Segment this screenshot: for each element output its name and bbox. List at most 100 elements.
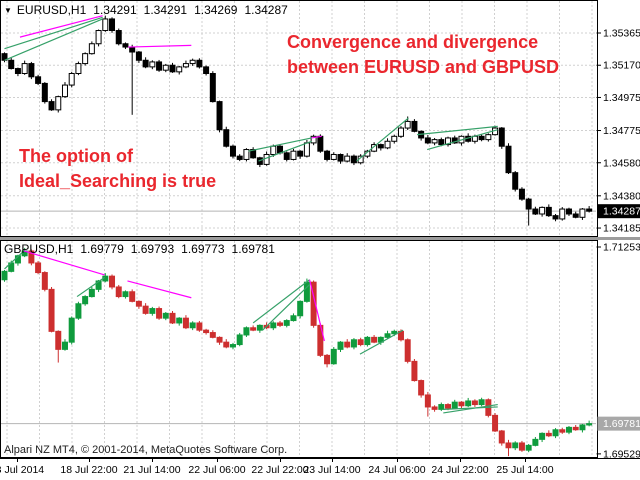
candle-body <box>350 155 357 164</box>
time-axis-tick <box>460 459 461 462</box>
candle-body <box>518 188 525 200</box>
time-axis-tick <box>152 459 153 462</box>
candle-body <box>169 312 176 324</box>
candle-body <box>270 145 277 155</box>
candle-body <box>182 317 189 329</box>
trendline-magenta[interactable] <box>19 15 103 38</box>
candle-body <box>162 64 169 71</box>
price-axis-label: 1.69529 <box>603 448 640 458</box>
candle-body <box>41 272 48 290</box>
candle-body <box>337 153 344 162</box>
trendline-green[interactable] <box>4 18 103 61</box>
convergence-annotation[interactable]: Convergence and divergence between EURUS… <box>287 30 559 80</box>
candle-body <box>424 394 431 408</box>
candle-body <box>142 305 149 314</box>
candle-body <box>518 442 525 451</box>
candle-body <box>270 322 277 329</box>
candle-body <box>122 291 129 298</box>
candle-body <box>290 315 297 322</box>
option-annotation[interactable]: The option of Ideal_Searching is true <box>19 144 216 194</box>
option-annotation-line2: Ideal_Searching is true <box>19 171 217 191</box>
trendline-magenta[interactable] <box>309 279 325 342</box>
time-axis-tick <box>17 459 18 462</box>
candle-body <box>485 134 492 141</box>
candle-body <box>243 149 250 160</box>
candle-body <box>61 341 68 350</box>
trendline-green[interactable] <box>4 250 25 270</box>
trendline-magenta[interactable] <box>23 250 105 276</box>
chart-frame <box>0 0 598 237</box>
trendline-green[interactable] <box>359 329 404 355</box>
gbpusd-price-chart[interactable]: 1.71253 1.69529 1.69781 <box>0 240 640 458</box>
candle-body <box>156 61 163 71</box>
time-label: 18 Jul 2014 <box>0 464 45 476</box>
candle-body <box>525 198 532 210</box>
trendline-green[interactable] <box>427 129 498 151</box>
candle-body <box>411 120 418 132</box>
candle-body <box>263 153 270 165</box>
candle-body <box>539 432 546 440</box>
trendline-green[interactable] <box>417 125 498 136</box>
candle-body <box>75 63 82 74</box>
trendline-green[interactable] <box>262 284 311 331</box>
trendline-magenta[interactable] <box>128 44 192 48</box>
chart-background <box>0 0 640 237</box>
gbpusd-close-value: 1.69781 <box>231 242 275 256</box>
candle-body <box>236 155 243 160</box>
candle-body <box>297 300 304 317</box>
trendline-green[interactable] <box>443 406 498 410</box>
candle-body <box>451 137 458 144</box>
gbpusd-symbol-label: GBPUSD,H1 <box>4 242 74 256</box>
candle-body <box>552 215 559 220</box>
chart-dropdown-arrow-icon[interactable]: ▼ <box>4 6 12 15</box>
trendline-green[interactable] <box>356 117 409 162</box>
trendline-green[interactable] <box>76 276 105 298</box>
candle-body <box>149 61 156 68</box>
candle-body <box>109 18 116 32</box>
candle-body <box>498 430 505 444</box>
candle-body <box>471 400 478 406</box>
candle-body <box>445 404 452 409</box>
candle-body <box>310 135 317 144</box>
time-label: 24 Jul 06:00 <box>368 464 426 476</box>
candle-body <box>391 135 398 142</box>
candle-body <box>579 424 586 431</box>
time-label: 23 Jul 14:00 <box>303 464 361 476</box>
candle-body <box>478 399 485 406</box>
candle-body <box>209 332 216 338</box>
candle-body <box>149 308 156 314</box>
eurusd-high-value: 1.34291 <box>143 3 188 17</box>
candle-body <box>559 208 566 220</box>
candle-body <box>8 59 15 70</box>
candle-body <box>95 30 102 45</box>
candle-body <box>1 270 8 281</box>
trendline-green[interactable] <box>258 140 312 162</box>
candle-body <box>290 150 297 160</box>
candle-body <box>21 63 28 74</box>
trendline-magenta[interactable] <box>311 135 322 139</box>
time-label: 22 Jul 22:00 <box>251 464 309 476</box>
trendline-green[interactable] <box>4 16 103 50</box>
trendline-green[interactable] <box>252 279 310 324</box>
gbpusd-chart-window[interactable]: 1.71253 1.69529 1.69781 GBPUSD,H1 1.69779 1.… <box>0 240 640 458</box>
current-price-badge-value: 1.34287 <box>603 206 640 218</box>
trendline-magenta[interactable] <box>127 280 192 299</box>
eurusd-price-chart[interactable]: 1.35365 1.35170 1.34975 1.34775 1.34580 1.343… <box>0 0 640 237</box>
time-label: 25 Jul 14:00 <box>496 464 554 476</box>
candle-body <box>532 438 539 446</box>
candle-body <box>539 206 546 215</box>
time-axis[interactable]: 18 Jul 2014 18 Jul 22:00 21 Jul 14:00 22 Ju… <box>0 458 640 480</box>
candle-body <box>572 426 579 431</box>
gbpusd-high-value: 1.69793 <box>130 242 175 256</box>
time-label: 22 Jul 06:00 <box>188 464 246 476</box>
candle-body <box>169 64 176 73</box>
time-axis-tick <box>217 459 218 462</box>
eurusd-chart-window[interactable]: 1.35365 1.35170 1.34975 1.34775 1.34580 1.343… <box>0 0 640 237</box>
time-axis-tick <box>280 459 281 462</box>
candle-body <box>404 120 411 129</box>
candle-body <box>41 82 48 103</box>
candle-body <box>478 135 485 141</box>
candle-body <box>451 401 458 409</box>
trendline-green[interactable] <box>248 137 312 152</box>
candle-body <box>337 341 344 350</box>
